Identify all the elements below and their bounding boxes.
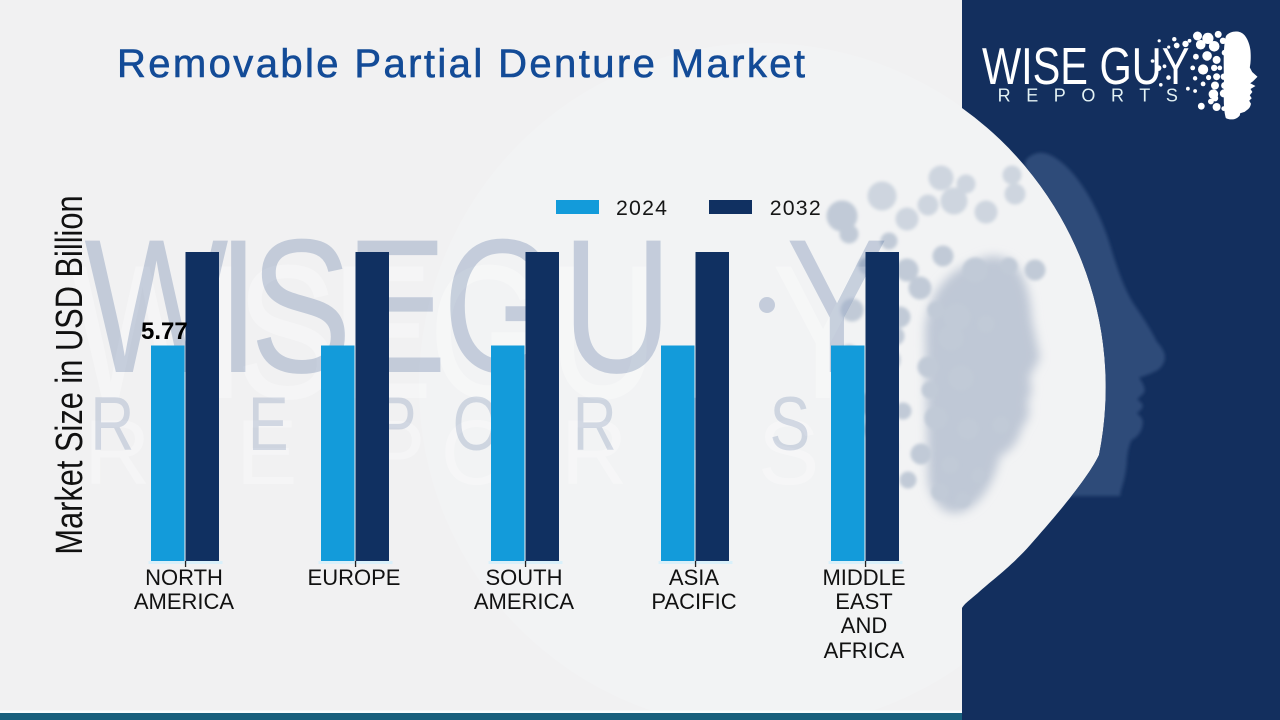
svg-text:REPORTS: REPORTS — [998, 85, 1194, 105]
svg-text:WISE GUY: WISE GUY — [982, 38, 1189, 96]
